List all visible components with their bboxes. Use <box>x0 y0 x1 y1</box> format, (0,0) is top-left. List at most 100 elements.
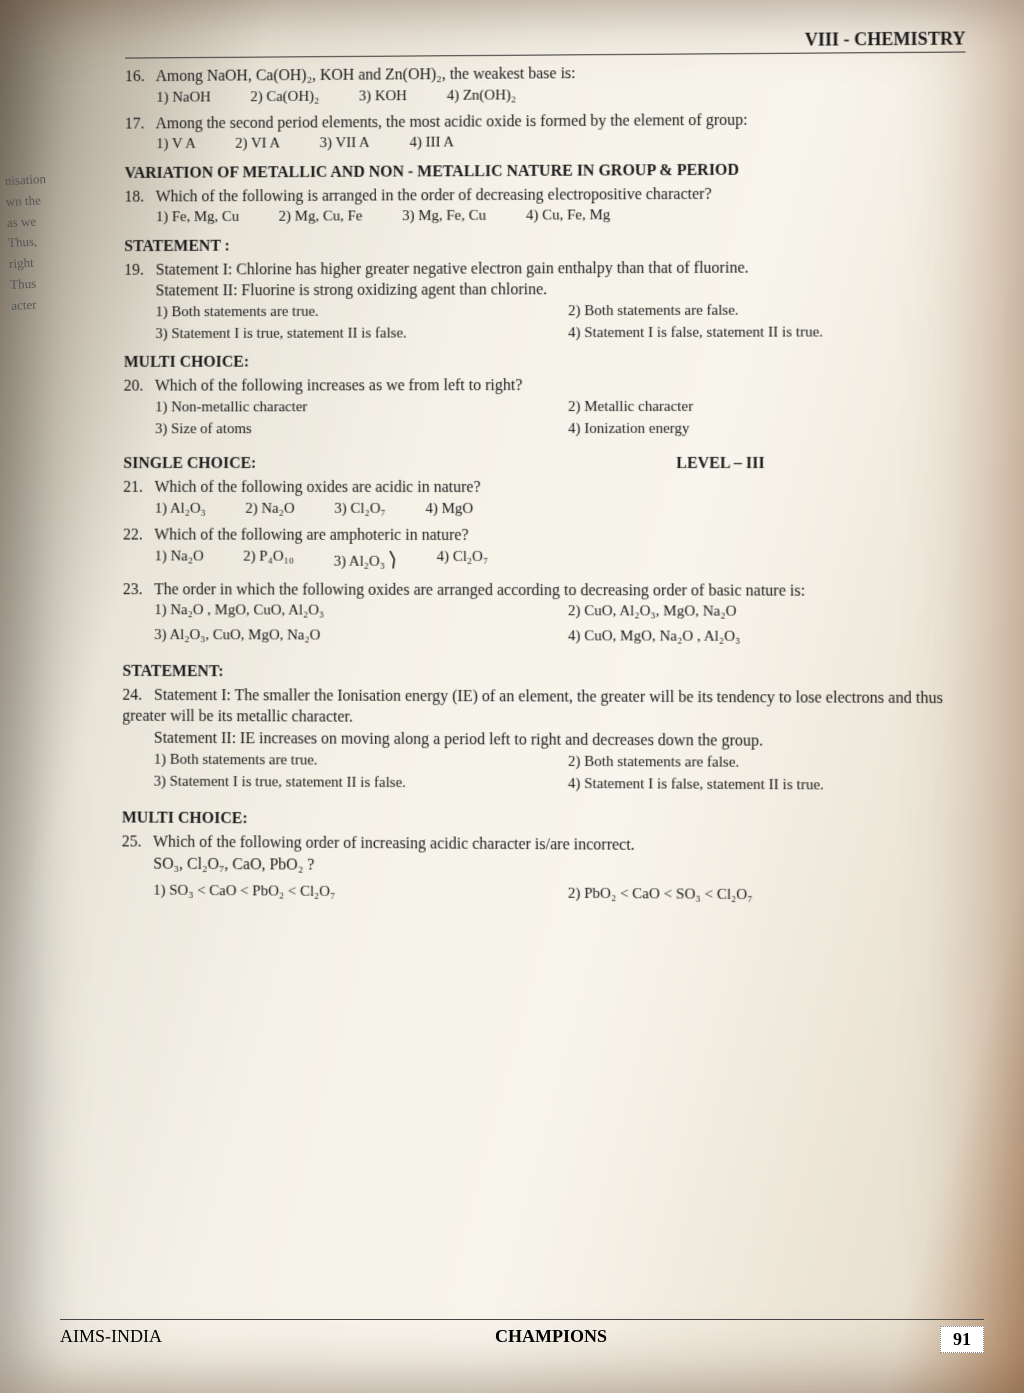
q-options: 1) SO₃ < CaO < PbO₂ < Cl₂O₇ 2) PbO₂ < Ca… <box>153 881 968 907</box>
option: 3) Cl₂O₇ <box>334 499 385 519</box>
q-number: 21. <box>123 477 151 498</box>
margin-word: nisation <box>4 169 46 192</box>
option: 1) Both statements are true. <box>154 749 548 771</box>
q-options: 1) Both statements are true. 2) Both sta… <box>154 749 968 796</box>
q-number: 19. <box>124 259 152 280</box>
margin-word: wn the <box>5 190 47 213</box>
q-text: Which of the following order of increasi… <box>153 834 635 854</box>
option: 1) V A <box>156 135 196 155</box>
question-16: 16. Among NaOH, Ca(OH)₂, KOH and Zn(OH)₂… <box>125 61 966 108</box>
q-number: 23. <box>123 579 151 601</box>
q-number: 25. <box>122 832 150 854</box>
q-options: 1) Na₂O , MgO, CuO, Al₂O₃ 2) CuO, Al₂O₃,… <box>154 601 967 648</box>
option: 1) Na₂O , MgO, CuO, Al₂O₃ <box>154 601 548 622</box>
option: 3) Size of atoms <box>155 419 548 439</box>
question-20: 20. Which of the following increases as … <box>123 375 966 440</box>
q-options: 1) NaOH 2) Ca(OH)₂ 3) KOH 4) Zn(OH)₂ <box>156 82 965 107</box>
header: VIII - CHEMISTRY <box>125 29 965 59</box>
option: 2) Ca(OH)₂ <box>250 86 319 106</box>
option: 4) Ionization energy <box>568 419 967 440</box>
question-25: 25. Which of the following order of incr… <box>122 832 969 908</box>
q-text: Among NaOH, Ca(OH)₂, KOH and Zn(OH)₂, th… <box>156 65 576 85</box>
statement-1: Statement I: Chlorine has higher greater… <box>156 259 749 278</box>
q-text: Among the second period elements, the mo… <box>155 112 747 132</box>
option: 4) CuO, MgO, Na₂O , Al₂O₃ <box>568 626 967 648</box>
question-24: 24. Statement I: The smaller the Ionisat… <box>122 685 968 797</box>
option: 4) III A <box>409 133 454 153</box>
q-formula: SO₃, Cl₂O₇, CaO, PbO₂ ? <box>153 853 968 880</box>
option: 3) Statement I is true, statement II is … <box>155 323 548 344</box>
option: 4) Statement I is false, statement II is… <box>568 322 966 343</box>
option: 2) Both statements are false. <box>568 300 966 321</box>
option: 4) Cu, Fe, Mg <box>526 206 610 227</box>
question-17: 17. Among the second period elements, th… <box>125 108 966 155</box>
page-content: VIII - CHEMISTRY 16. Among NaOH, Ca(OH)₂… <box>121 29 968 914</box>
pen-mark-icon: ⟩ <box>387 546 399 574</box>
question-21: 21. Which of the following oxides are ac… <box>123 477 967 519</box>
q-text: Which of the following is arranged in th… <box>156 186 712 206</box>
chapter-title: VIII - CHEMISTRY <box>805 29 966 51</box>
question-23: 23. The order in which the following oxi… <box>123 579 968 647</box>
page: nisation wn the as we Thus, right Thus a… <box>0 0 1024 1393</box>
section-statement: STATEMENT : <box>124 234 966 255</box>
q-options: 1) Non-metallic character 2) Metallic ch… <box>155 396 967 439</box>
footer-center: CHAMPIONS <box>495 1326 607 1353</box>
margin-word: acter <box>11 294 53 317</box>
margin-cut-text: nisation wn the as we Thus, right Thus a… <box>4 169 53 317</box>
statement-2: Statement II: Fluorine is strong oxidizi… <box>156 278 967 302</box>
question-22: 22. Which of the following are amphoteri… <box>123 525 967 575</box>
option: 2) Mg, Cu, Fe <box>279 207 363 227</box>
option: 3) Statement I is true, statement II is … <box>154 772 548 794</box>
option: 2) PbO₂ < CaO < SO₃ < Cl₂O₇ <box>568 884 968 907</box>
q-number: 20. <box>124 376 152 397</box>
option: 2) Both statements are false. <box>568 751 968 773</box>
option: 3) Al₂O₃⟩ <box>334 547 397 574</box>
q-text: Which of the following oxides are acidic… <box>154 479 480 496</box>
option: 2) Na₂O <box>245 499 294 519</box>
section-variation: VARIATION OF METALLIC AND NON - METALLIC… <box>125 160 966 182</box>
option: 3) Mg, Fe, Cu <box>402 206 486 226</box>
section-statement: STATEMENT: <box>122 663 967 684</box>
q-number: 16. <box>125 66 153 87</box>
option: 1) Fe, Mg, Cu <box>156 207 239 227</box>
section-multi: MULTI CHOICE: <box>124 352 967 372</box>
section-multi: MULTI CHOICE: <box>122 810 968 833</box>
footer: AIMS-INDIA CHAMPIONS 91 <box>60 1319 984 1353</box>
q-options: 1) Al₂O₃ 2) Na₂O 3) Cl₂O₇ 4) MgO <box>155 499 967 520</box>
margin-word: as we <box>6 211 48 234</box>
statement-1: Statement I: The smaller the Ionisation … <box>122 687 943 726</box>
q-text: Which of the following increases as we f… <box>155 377 522 394</box>
option: 3) VII A <box>320 133 370 153</box>
q-number: 24. <box>122 685 150 707</box>
option: 1) NaOH <box>156 87 211 107</box>
margin-word: Thus <box>10 273 52 296</box>
q-number: 18. <box>124 186 152 207</box>
q-number: 22. <box>123 525 151 546</box>
q-text: The order in which the following oxides … <box>154 581 805 599</box>
option: 2) P₄O₁₀ <box>243 546 294 573</box>
q-options: 1) V A 2) VI A 3) VII A 4) III A <box>156 130 966 155</box>
section-single: SINGLE CHOICE: <box>123 455 256 473</box>
question-18: 18. Which of the following is arranged i… <box>124 182 966 228</box>
option: 1) Non-metallic character <box>155 397 548 418</box>
option-text: 3) Al₂O₃ <box>334 553 385 569</box>
option: 1) SO₃ < CaO < PbO₂ < Cl₂O₇ <box>153 881 548 904</box>
q-options: 1) Na₂O 2) P₄O₁₀ 3) Al₂O₃⟩ 4) Cl₂O₇ <box>154 546 967 574</box>
option: 3) Al₂O₃, CuO, MgO, Na₂O <box>154 625 548 646</box>
page-number: 91 <box>940 1326 984 1353</box>
option: 4) Cl₂O₇ <box>437 547 489 574</box>
option: 4) Statement I is false, statement II is… <box>568 774 968 797</box>
option: 1) Both statements are true. <box>155 301 548 322</box>
option: 2) Metallic character <box>568 396 967 417</box>
option: 1) Al₂O₃ <box>155 499 206 519</box>
level-label: LEVEL – III <box>676 455 765 473</box>
option: 4) Zn(OH)₂ <box>447 85 516 106</box>
q-number: 17. <box>125 113 153 134</box>
option: 4) MgO <box>425 499 473 519</box>
q-options: 1) Fe, Mg, Cu 2) Mg, Cu, Fe 3) Mg, Fe, C… <box>156 204 966 228</box>
option: 3) KOH <box>359 86 407 106</box>
margin-word: right <box>9 252 51 275</box>
q-text: Which of the following are amphoteric in… <box>154 527 468 544</box>
option: 2) CuO, Al₂O₃, MgO, Na₂O <box>568 602 967 623</box>
option: 2) VI A <box>235 134 280 154</box>
